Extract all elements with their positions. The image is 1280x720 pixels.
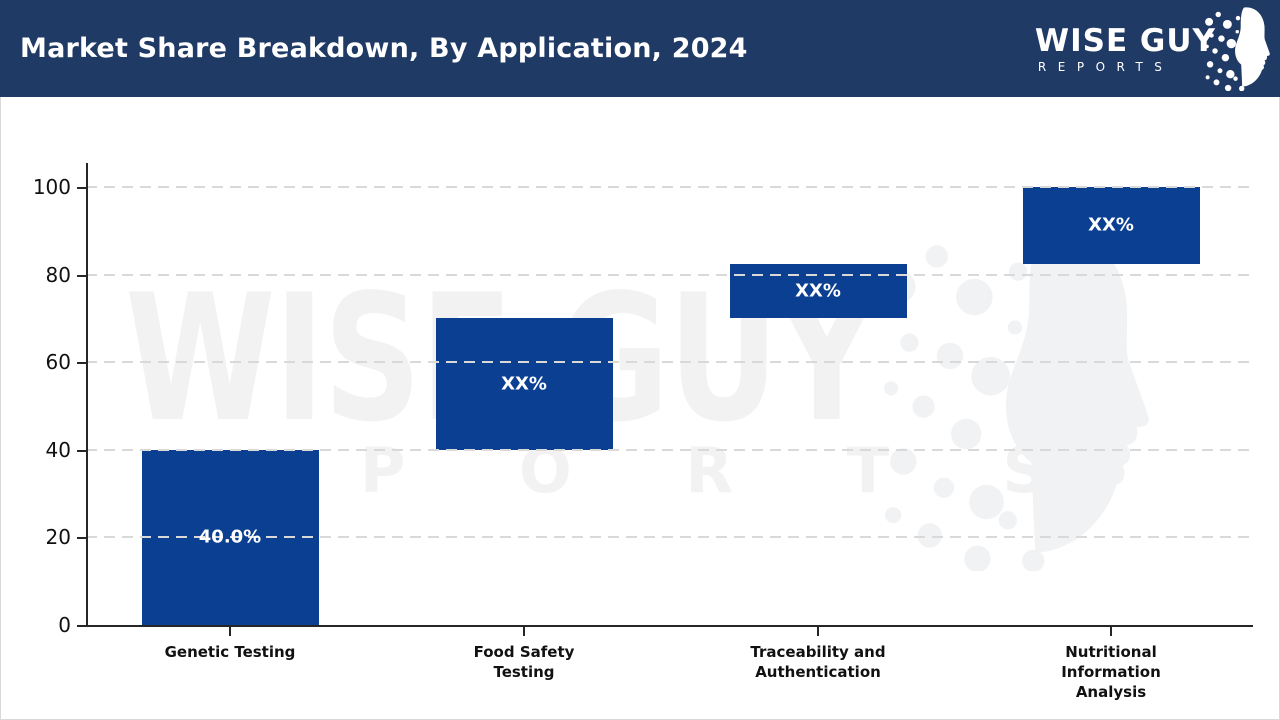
y-tick-mark <box>77 537 86 540</box>
bar-value-label: XX% <box>501 373 547 395</box>
header-bar: Market Share Breakdown, By Application, … <box>0 0 1280 97</box>
y-tick-mark <box>77 274 86 277</box>
bar-value-label: 40.0% <box>198 526 262 548</box>
y-tick-label: 100 <box>32 175 71 199</box>
gridline-100 <box>86 186 1253 188</box>
logo-text: WISE GUY REPORTS <box>1035 24 1216 74</box>
logo-reports-label: REPORTS <box>1037 60 1174 74</box>
x-tick-mark <box>1110 627 1112 636</box>
bar-value-label: XX% <box>1088 214 1134 236</box>
bar-4 <box>1022 187 1200 264</box>
logo-head-icon <box>1205 7 1270 91</box>
y-tick-mark <box>77 362 86 365</box>
chart-plot-area: 40.0% XX% XX% XX% 0 20 40 60 80 100 Genetic Testin… <box>0 97 1280 720</box>
bar-2 <box>435 318 613 450</box>
x-axis <box>86 625 1253 627</box>
y-tick-mark <box>77 187 86 189</box>
y-tick-mark <box>77 449 86 452</box>
logo-wiseguy-label: WISE GUY <box>1034 23 1216 59</box>
x-tick-mark <box>523 627 525 636</box>
y-tick-mark <box>77 625 86 627</box>
y-tick-label: 20 <box>45 525 71 550</box>
y-tick-label: 60 <box>45 350 71 375</box>
x-category-label: Nutritional Information Analysis <box>1061 643 1161 701</box>
x-category-label: Genetic Testing <box>164 643 296 661</box>
y-tick-label: 80 <box>45 262 71 287</box>
y-axis <box>86 163 88 627</box>
x-tick-mark <box>817 627 819 636</box>
y-tick-label: 40 <box>45 437 71 462</box>
x-category-label: Traceability and Authentication <box>750 643 886 681</box>
wise-guy-reports-logo: WISE GUY REPORTS <box>1035 4 1274 94</box>
y-tick-label: 0 <box>58 613 71 637</box>
chart-title: Market Share Breakdown, By Application, … <box>20 33 748 64</box>
x-tick-mark <box>229 627 231 636</box>
bar-value-label: XX% <box>795 280 841 302</box>
gridline-80 <box>86 273 1253 276</box>
gridline-20 <box>86 536 1253 539</box>
gridline-60 <box>86 361 1253 364</box>
x-category-label: Food Safety Testing <box>473 643 575 681</box>
gridline-40 <box>86 448 1253 451</box>
bar-3 <box>729 263 907 319</box>
